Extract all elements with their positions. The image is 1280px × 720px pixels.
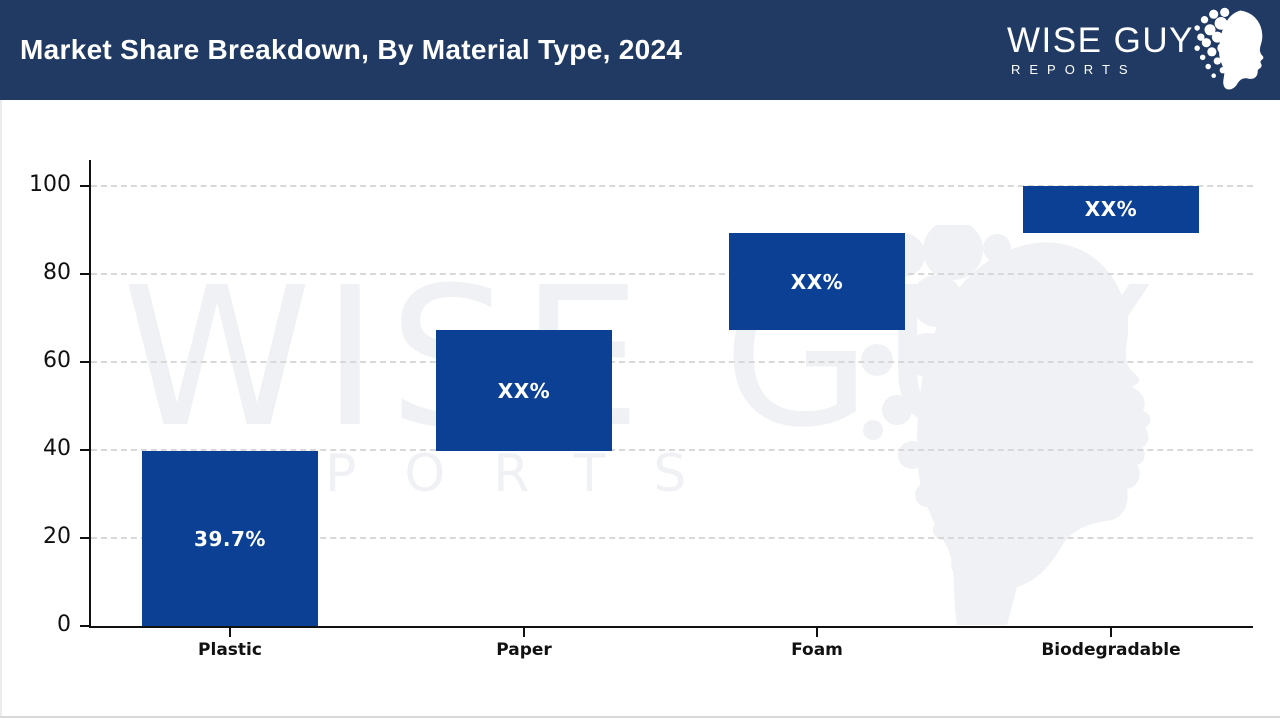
y-tick-mark <box>80 625 89 627</box>
y-tick-label: 40 <box>43 435 71 461</box>
y-tick-mark <box>80 448 89 451</box>
category-label-biodegradable: Biodegradable <box>1041 640 1181 660</box>
bar-value-label: XX% <box>497 378 551 403</box>
logo-sub-text: REPORTS <box>1010 61 1137 77</box>
bar-value-label: 39.7% <box>194 526 266 551</box>
y-tick-mark <box>80 536 89 539</box>
logo-head-icon <box>1194 7 1264 90</box>
y-axis-line <box>89 160 91 628</box>
x-axis-line <box>89 626 1253 628</box>
y-tick-label: 20 <box>43 523 71 549</box>
y-tick-label: 60 <box>43 347 71 373</box>
category-label-plastic: Plastic <box>198 640 262 660</box>
category-label-paper: Paper <box>496 640 552 660</box>
y-tick-label: 0 <box>57 612 71 637</box>
header-bar: Market Share Breakdown, By Material Type… <box>0 0 1280 100</box>
page-title: Market Share Breakdown, By Material Type… <box>20 34 683 65</box>
gridline-y20 <box>91 536 1253 539</box>
left-border-line <box>0 100 2 716</box>
bar-biodegradable: XX% <box>1023 185 1199 234</box>
x-tick-mark <box>1110 628 1112 637</box>
logo-text: WISE GUY REPORTS <box>1006 21 1194 77</box>
x-tick-mark <box>523 628 525 637</box>
y-tick-mark <box>80 184 89 187</box>
gridline-y40 <box>91 448 1253 451</box>
logo-brand-text: WISE GUY <box>1006 21 1194 61</box>
bar-plastic: 39.7% <box>142 451 318 626</box>
gridline-y100 <box>91 184 1253 187</box>
x-tick-mark <box>229 628 231 637</box>
x-tick-mark <box>816 628 818 637</box>
y-tick-label: 80 <box>43 259 71 285</box>
y-tick-mark <box>80 272 89 275</box>
bar-foam: XX% <box>729 233 905 330</box>
bottom-border-line <box>0 716 1280 718</box>
category-label-foam: Foam <box>791 640 843 660</box>
chart-canvas: WISE GUY REPORTS 0 20 40 60 80 100 39.7% Plast… <box>0 100 1280 716</box>
y-tick-mark <box>80 360 89 363</box>
bar-value-label: XX% <box>1084 197 1138 222</box>
bar-paper: XX% <box>436 329 612 452</box>
gridline-y80 <box>91 272 1253 275</box>
gridline-y60 <box>91 360 1253 363</box>
bar-value-label: XX% <box>790 269 844 294</box>
watermark-brand-text: WISE GUY <box>122 247 1160 470</box>
y-tick-label: 100 <box>29 171 71 197</box>
wise-guy-reports-logo: WISE GUY REPORTS <box>1007 6 1280 94</box>
